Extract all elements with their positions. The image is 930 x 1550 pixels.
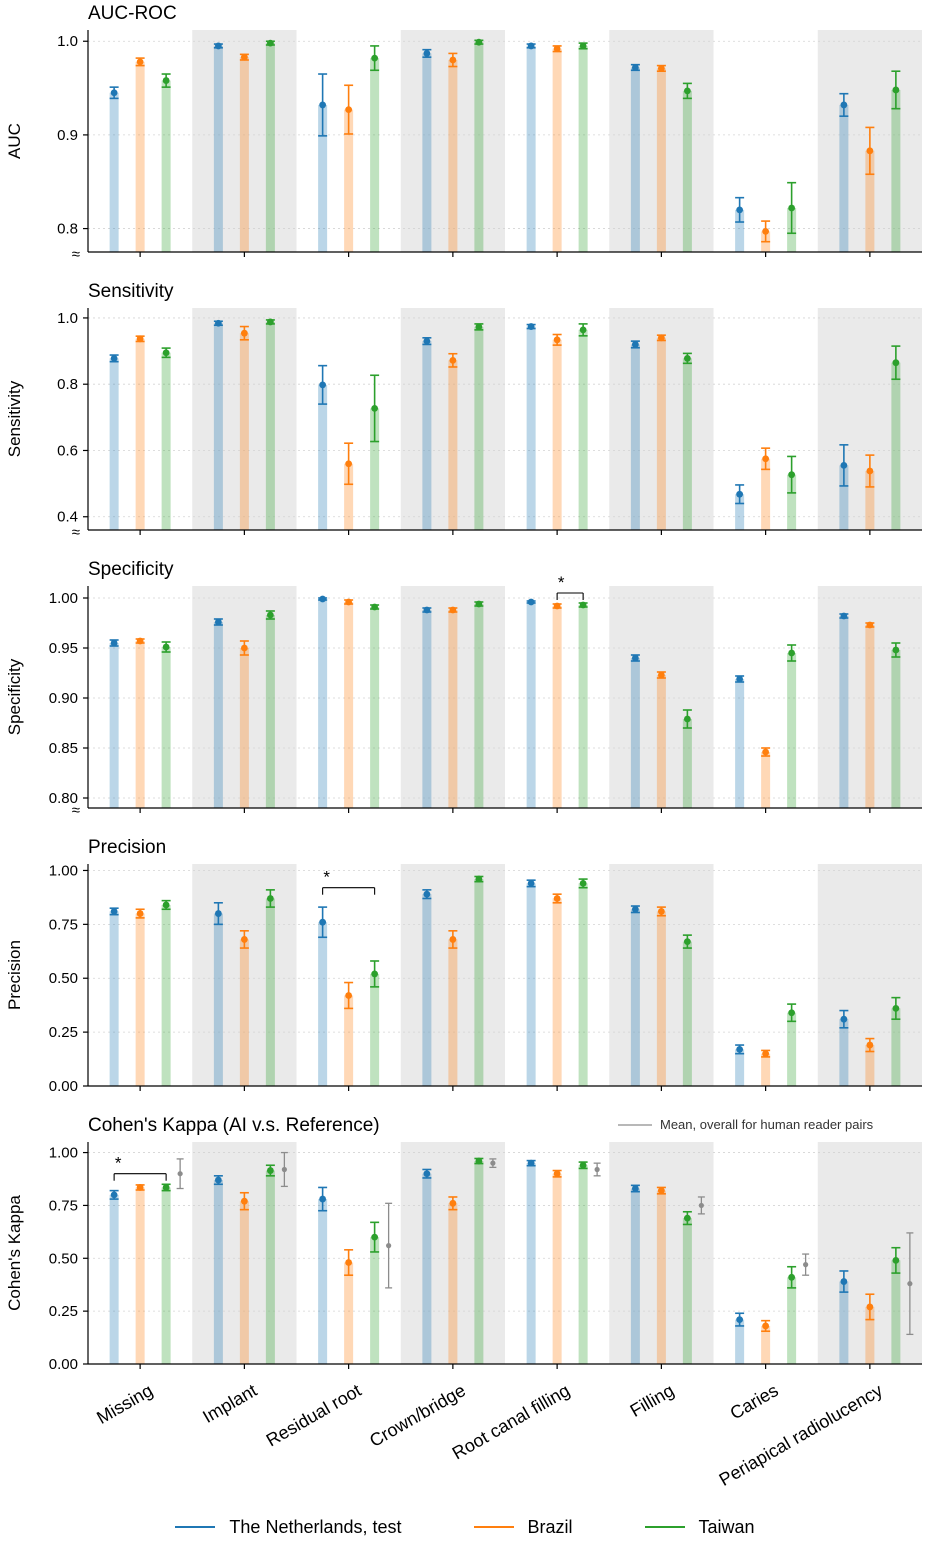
legend-item-taiwan: Taiwan (644, 1516, 755, 1538)
svg-text:Implant: Implant (199, 1380, 260, 1427)
svg-text:0.00: 0.00 (49, 1356, 78, 1373)
svg-text:1.0: 1.0 (57, 310, 78, 327)
svg-text:Sensitivity: Sensitivity (5, 380, 24, 457)
panel-precision-chart: 0.00 0.25 0.50 0.75 1.00 Precision Precision * (5, 837, 922, 1095)
legend-label-netherlands: The Netherlands, test (229, 1516, 402, 1537)
svg-text:*: * (558, 573, 565, 592)
panel-sensitivity-chart: 0.4 0.6 0.8 1.0 ≈ Sensitivity Sensitivity (5, 281, 922, 541)
svg-text:Precision: Precision (88, 837, 166, 858)
svg-text:*: * (323, 868, 330, 887)
svg-text:1.0: 1.0 (57, 33, 78, 50)
svg-text:AUC-ROC: AUC-ROC (88, 3, 177, 24)
svg-text:Root canal filling: Root canal filling (449, 1380, 573, 1463)
svg-text:Missing: Missing (93, 1380, 156, 1428)
svg-text:1.00: 1.00 (49, 590, 78, 607)
svg-text:AUC: AUC (5, 123, 24, 159)
svg-text:Caries: Caries (727, 1380, 782, 1423)
legend-label-brazil: Brazil (527, 1516, 573, 1537)
svg-text:0.80: 0.80 (49, 790, 78, 807)
legend-line-netherlands-icon (175, 1526, 216, 1528)
svg-text:*: * (115, 1154, 122, 1173)
svg-text:0.8: 0.8 (57, 221, 78, 238)
svg-text:0.95: 0.95 (49, 640, 78, 657)
svg-text:Cohen's Kappa (AI v.s. Referen: Cohen's Kappa (AI v.s. Reference) (88, 1115, 380, 1136)
svg-text:0.85: 0.85 (49, 740, 78, 757)
legend-item-brazil: Brazil (473, 1516, 573, 1538)
panel-cohens-kappa-chart: Mean, overall for human reader pairs 0.00… (5, 1115, 922, 1490)
svg-text:0.75: 0.75 (49, 1197, 78, 1214)
svg-text:Specificity: Specificity (88, 559, 174, 580)
svg-text:≈: ≈ (72, 246, 80, 263)
svg-text:0.4: 0.4 (57, 509, 78, 526)
svg-text:Specificity: Specificity (5, 658, 24, 735)
svg-text:0.9: 0.9 (57, 127, 78, 144)
panel-auc-roc-chart: 0.8 0.9 1.0 ≈ AUC-ROC AUC (5, 3, 922, 263)
svg-text:Mean, overall for human reader: Mean, overall for human reader pairs (660, 1117, 874, 1132)
svg-text:Cohen's Kappa: Cohen's Kappa (5, 1195, 24, 1311)
svg-text:0.25: 0.25 (49, 1024, 78, 1041)
svg-text:0.00: 0.00 (49, 1078, 78, 1095)
svg-text:Residual root: Residual root (263, 1380, 365, 1450)
svg-text:Sensitivity: Sensitivity (88, 281, 174, 302)
svg-text:Filling: Filling (627, 1380, 678, 1421)
svg-text:1.00: 1.00 (49, 862, 78, 879)
svg-text:Crown/bridge: Crown/bridge (366, 1380, 469, 1451)
legend-line-brazil-icon (473, 1526, 514, 1528)
svg-text:0.50: 0.50 (49, 970, 78, 987)
svg-text:≈: ≈ (72, 524, 80, 541)
legend-line-taiwan-icon (644, 1526, 685, 1528)
svg-text:0.8: 0.8 (57, 376, 78, 393)
svg-text:0.6: 0.6 (57, 442, 78, 459)
svg-text:0.75: 0.75 (49, 916, 78, 933)
svg-text:≈: ≈ (72, 802, 80, 819)
svg-text:1.00: 1.00 (49, 1145, 78, 1162)
svg-text:0.90: 0.90 (49, 690, 78, 707)
svg-text:Precision: Precision (5, 940, 24, 1010)
legend-label-taiwan: Taiwan (698, 1516, 755, 1537)
svg-text:0.50: 0.50 (49, 1250, 78, 1267)
svg-text:0.25: 0.25 (49, 1303, 78, 1320)
figure-legend: The Netherlands, test Brazil Taiwan (0, 1504, 930, 1550)
panel-specificity-chart: 0.80 0.85 0.90 0.95 1.00 ≈ Specificity Specific… (5, 559, 922, 819)
legend-item-netherlands: The Netherlands, test (175, 1516, 402, 1538)
